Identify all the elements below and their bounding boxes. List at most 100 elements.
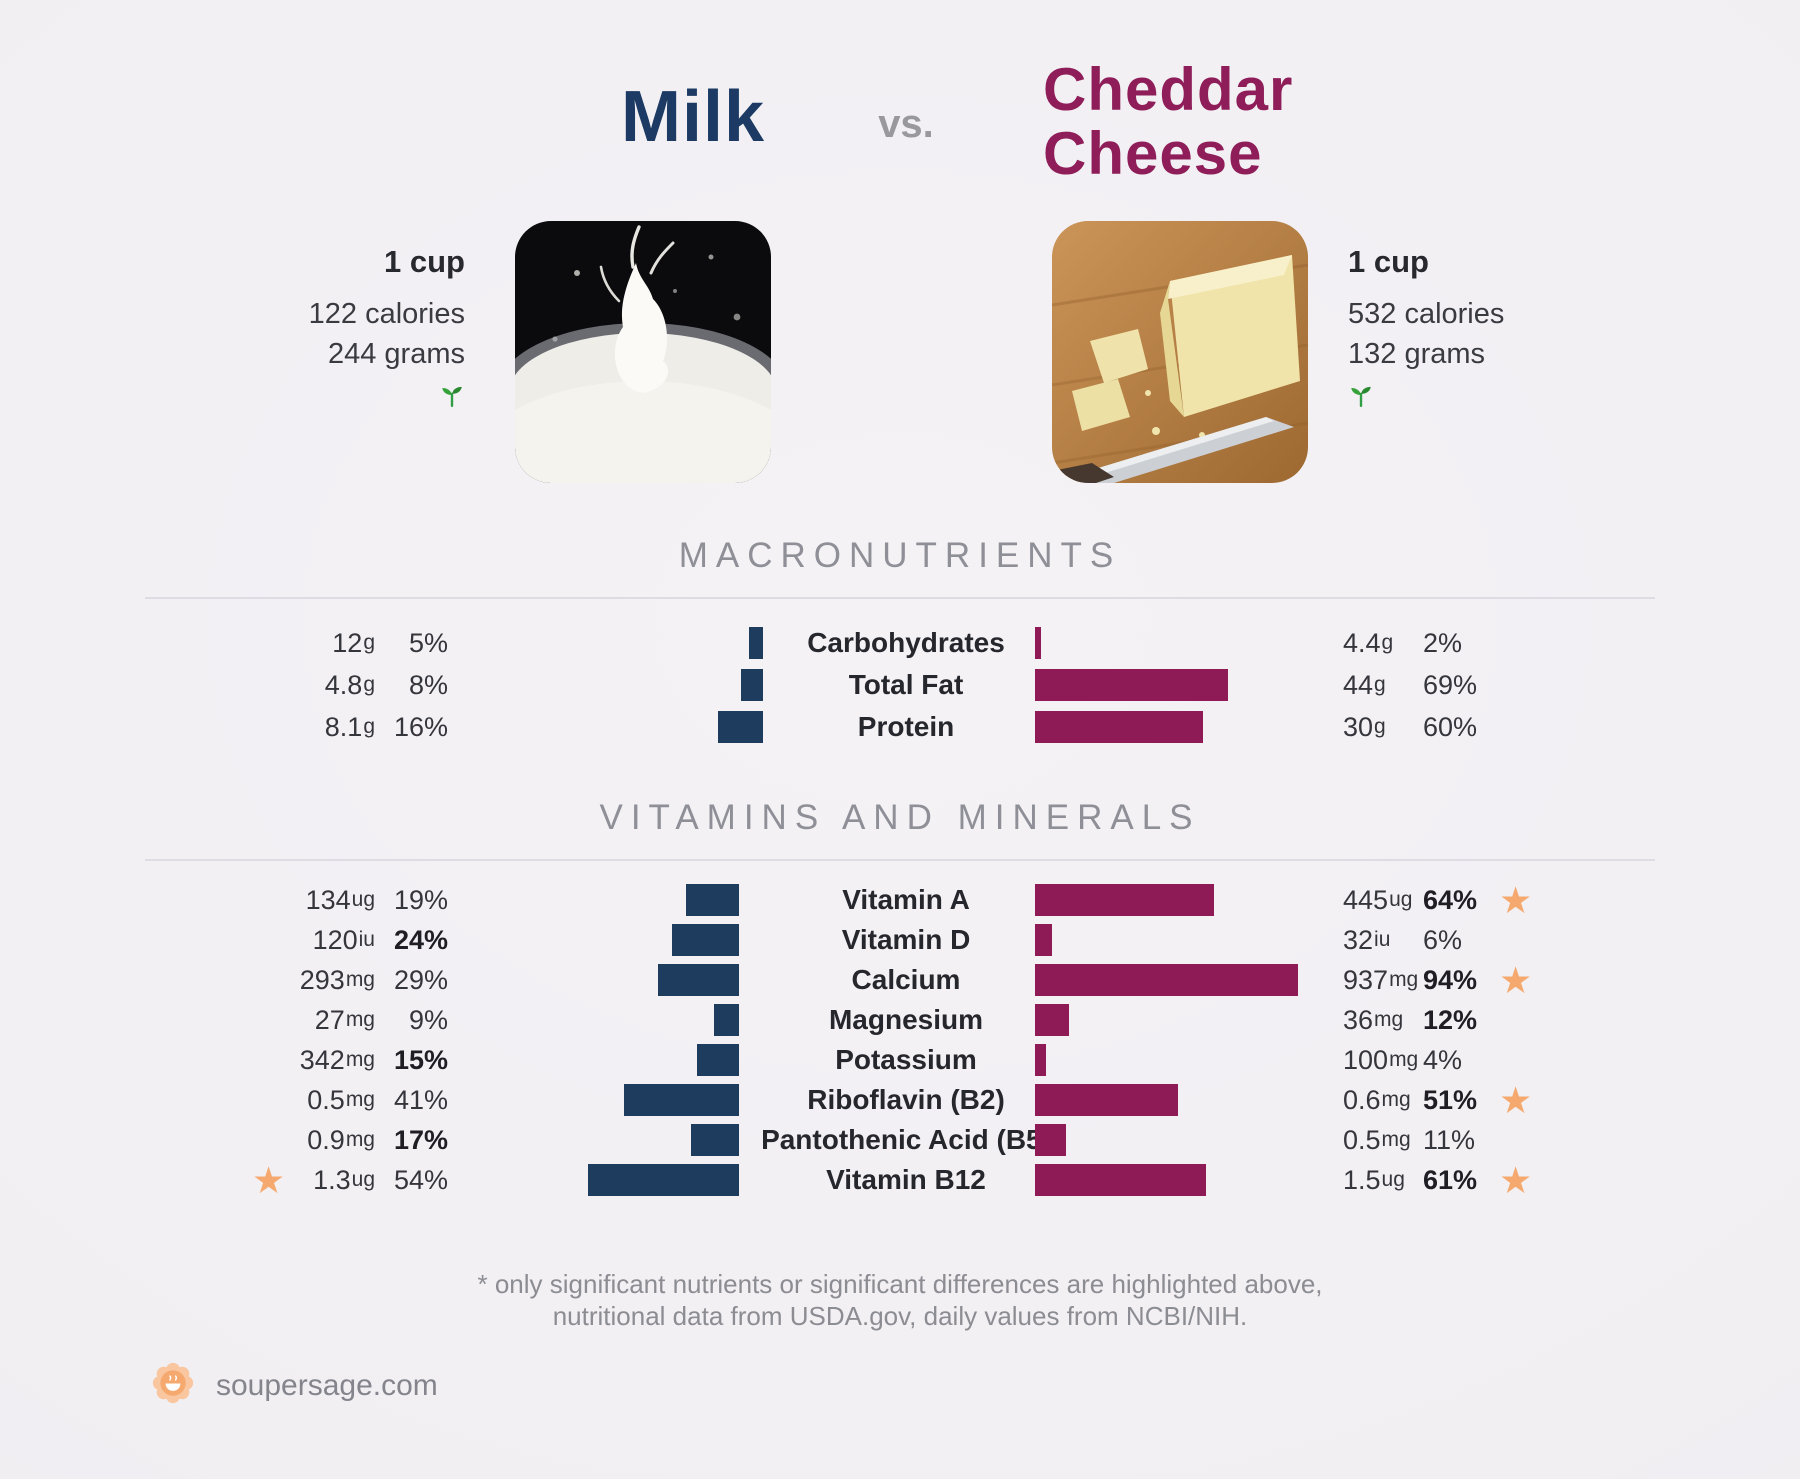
cheddar-bar xyxy=(1035,1004,1069,1036)
cheddar-bar xyxy=(1035,1044,1047,1076)
milk-amount: 8.1 g xyxy=(155,706,375,748)
cheddar-cheese-illustration xyxy=(1052,221,1308,483)
cheddar-daily-value: 60% xyxy=(1423,711,1478,742)
nutrient-label: Vitamin D xyxy=(841,924,971,955)
nutrient-row: ★ 1.3 ug 54% Vitamin B12 1.5 ug 61% ★ xyxy=(0,1158,1800,1202)
cheddar-amount-unit: ug xyxy=(1381,1168,1405,1191)
milk-daily-value: 19% xyxy=(393,884,448,915)
milk-amount: 4.8 g xyxy=(155,664,375,706)
milk-amount-value: 134 xyxy=(305,884,351,915)
cheddar-amount: 36 mg xyxy=(1343,1000,1543,1040)
milk-bar xyxy=(740,669,763,701)
significance-star-icon: ★ xyxy=(1499,958,1533,1002)
cheddar-amount-unit: mg xyxy=(1389,1048,1419,1071)
cheddar-amount-unit: ug xyxy=(1389,888,1413,911)
cheddar-amount-unit: mg xyxy=(1389,968,1419,991)
milk-amount: 0.9 mg xyxy=(155,1120,375,1160)
cheddar-amount-value: 32 xyxy=(1343,924,1374,955)
nutrient-label: Protein xyxy=(857,711,955,742)
milk-bar xyxy=(697,1044,739,1076)
nutrient-label: Calcium xyxy=(851,964,961,995)
milk-amount-unit: mg xyxy=(345,1048,375,1071)
vitamins-heading: VITAMINS AND MINERALS xyxy=(599,798,1201,837)
nutrient-row: 293 mg 29% Calcium 937 mg 94% ★ xyxy=(0,958,1800,1002)
nutrient-row: 134 ug 19% Vitamin A 445 ug 64% ★ xyxy=(0,878,1800,922)
cheddar-weight: 132 grams xyxy=(1348,338,1486,370)
milk-bar xyxy=(587,1164,739,1196)
milk-bar xyxy=(685,884,739,916)
milk-weight: 244 grams xyxy=(327,338,465,370)
cheddar-amount-value: 4.4 xyxy=(1343,627,1381,658)
cheddar-bar xyxy=(1035,711,1203,743)
milk-daily-value: 16% xyxy=(393,711,448,742)
nutrient-row: 8.1 g 16% Protein 30 g 60% xyxy=(0,706,1800,748)
cheddar-amount: 1.5 ug xyxy=(1343,1160,1543,1200)
significance-star-icon: ★ xyxy=(1499,1078,1533,1122)
cheddar-amount-value: 100 xyxy=(1343,1044,1389,1075)
cheddar-amount-value: 1.5 xyxy=(1343,1164,1381,1195)
cheddar-amount-value: 36 xyxy=(1343,1004,1374,1035)
nutrient-label: Potassium xyxy=(835,1044,977,1075)
milk-amount-value: 0.5 xyxy=(307,1084,345,1115)
macronutrients-heading: MACRONUTRIENTS xyxy=(678,536,1122,575)
milk-amount: 27 mg xyxy=(155,1000,375,1040)
macronutrients-rows: 12 g 5% Carbohydrates 4.4 g 2% 4.8 g 8% Total Fat 4… xyxy=(0,622,1800,748)
milk-calories: 122 calories xyxy=(308,298,465,330)
significance-star-icon: ★ xyxy=(1499,1158,1533,1202)
cheddar-bar xyxy=(1035,627,1041,659)
nutrient-row: 120 iu 24% Vitamin D 32 iu 6% xyxy=(0,920,1800,960)
milk-bar xyxy=(671,924,739,956)
section-divider xyxy=(145,859,1655,861)
milk-amount-unit: mg xyxy=(345,1088,375,1111)
cheddar-amount-value: 0.5 xyxy=(1343,1124,1381,1155)
nutrient-row: 0.5 mg 41% Riboflavin (B2) 0.6 mg 51% ★ xyxy=(0,1078,1800,1122)
cheddar-amount-unit: iu xyxy=(1374,928,1391,951)
cheddar-daily-value: 64% xyxy=(1423,884,1478,915)
significance-star-icon: ★ xyxy=(252,1158,286,1202)
cheddar-bar xyxy=(1035,669,1229,701)
milk-serving-info: 1 cup 122 calories 244 grams xyxy=(309,244,465,410)
milk-bar xyxy=(713,1004,739,1036)
milk-amount-value: 293 xyxy=(299,964,345,995)
milk-amount-value: 4.8 xyxy=(324,669,363,700)
cheddar-bar xyxy=(1035,1084,1178,1116)
cheddar-amount: 32 iu xyxy=(1343,920,1543,960)
milk-amount: 120 iu xyxy=(155,920,375,960)
cheddar-amount-unit: g xyxy=(1374,715,1386,738)
section-divider xyxy=(145,597,1655,599)
seedling-icon xyxy=(1348,382,1504,410)
cheddar-daily-value: 6% xyxy=(1423,924,1463,955)
cheddar-amount-value: 44 xyxy=(1343,669,1374,700)
cheddar-daily-value: 94% xyxy=(1423,964,1478,995)
milk-amount: 134 ug xyxy=(155,880,375,920)
milk-amount-value: 0.9 xyxy=(307,1124,345,1155)
significance-star-icon: ★ xyxy=(1499,878,1533,922)
cheddar-bar xyxy=(1035,964,1299,996)
nutrient-label: Total Fat xyxy=(848,669,964,700)
nutrient-label: Pantothenic Acid (B5) xyxy=(761,1124,1051,1155)
cheddar-amount: 4.4 g xyxy=(1343,622,1543,664)
milk-bar xyxy=(691,1124,739,1156)
milk-amount: 12 g xyxy=(155,622,375,664)
milk-amount: 0.5 mg xyxy=(155,1080,375,1120)
milk-daily-value: 9% xyxy=(408,1004,448,1035)
milk-amount-value: 120 xyxy=(312,924,358,955)
cheddar-bar xyxy=(1035,1124,1066,1156)
cheddar-amount-unit: mg xyxy=(1381,1128,1411,1151)
cheddar-bar xyxy=(1035,1164,1206,1196)
site-link[interactable]: soupersage.com xyxy=(216,1368,438,1402)
cheddar-amount: 0.5 mg xyxy=(1343,1120,1543,1160)
cheddar-amount-value: 445 xyxy=(1343,884,1389,915)
nutrient-row: 4.8 g 8% Total Fat 44 g 69% xyxy=(0,664,1800,706)
milk-daily-value: 54% xyxy=(393,1164,448,1195)
milk-bar xyxy=(718,711,763,743)
milk-amount-unit: ug xyxy=(351,888,375,911)
cheddar-amount-value: 937 xyxy=(1343,964,1389,995)
milk-daily-value: 24% xyxy=(393,924,448,955)
cheddar-amount-value: 30 xyxy=(1343,711,1374,742)
milk-amount-unit: mg xyxy=(345,968,375,991)
milk-amount-value: 12 xyxy=(332,627,363,658)
milk-photo xyxy=(515,221,771,483)
cheddar-daily-value: 51% xyxy=(1423,1084,1478,1115)
cheddar-amount: 30 g xyxy=(1343,706,1543,748)
